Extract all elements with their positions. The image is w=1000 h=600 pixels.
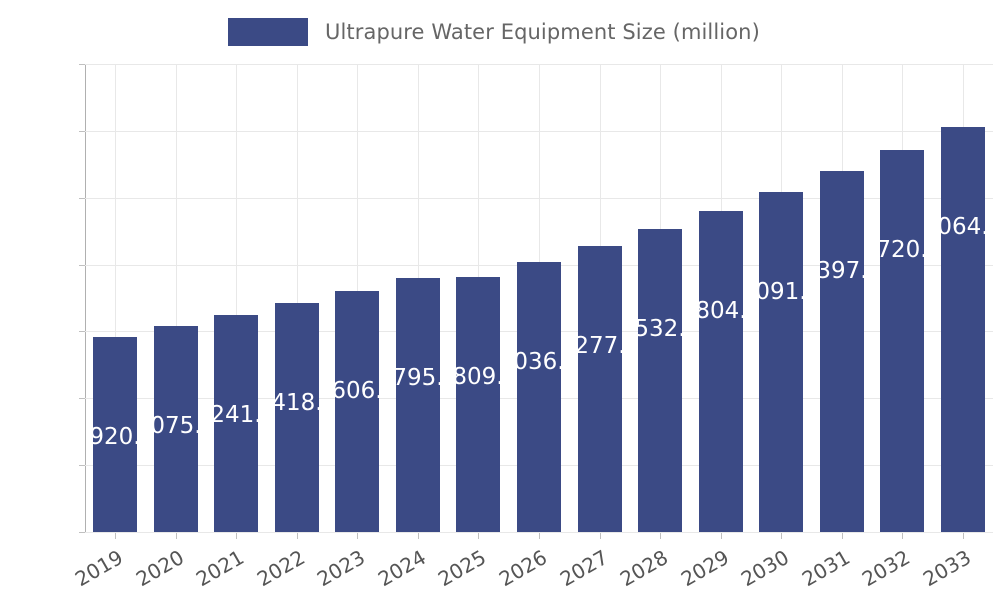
- x-axis-tick-mark: [660, 533, 661, 539]
- x-axis-tick-label: 2028: [615, 545, 673, 592]
- gridline-vertical: [176, 64, 177, 532]
- x-axis-tick-mark: [176, 533, 177, 539]
- bar[interactable]: 4036.5: [517, 262, 561, 532]
- x-axis-tick-mark: [902, 533, 903, 539]
- bar-value-label: 3075.5: [154, 413, 198, 440]
- x-axis-tick-label: 2031: [797, 545, 854, 592]
- x-axis-tick-label: 2019: [71, 545, 128, 592]
- x-axis-tick-label: 2023: [313, 545, 370, 592]
- x-axis-tick-mark: [357, 533, 358, 539]
- x-axis-tick-label: 2030: [737, 545, 794, 592]
- x-axis-tick-mark: [297, 533, 298, 539]
- x-axis-tick-mark: [236, 533, 237, 539]
- bar-value-label: 5397.4: [820, 258, 864, 285]
- chart-legend: Ultrapure Water Equipment Size (million): [228, 14, 760, 50]
- gridline-vertical: [297, 64, 298, 532]
- x-axis-tick-mark: [478, 533, 479, 539]
- bar[interactable]: 5091.3: [759, 191, 803, 532]
- x-axis-tick-label: 2024: [373, 545, 430, 592]
- bar-value-label: 3606.7: [335, 377, 379, 404]
- bar[interactable]: 3809.2: [456, 277, 500, 532]
- x-axis-tick-label: 2032: [858, 545, 915, 592]
- y-axis-tick-mark: [79, 130, 85, 132]
- y-axis-tick-mark: [79, 64, 85, 65]
- x-axis-tick-mark: [781, 533, 782, 539]
- bar-value-label: 3809.2: [456, 364, 500, 391]
- gridline-vertical: [115, 64, 116, 532]
- y-axis-tick-mark: [79, 465, 85, 467]
- y-axis-tick-mark: [79, 264, 85, 266]
- bar[interactable]: 4532.8: [638, 228, 682, 532]
- gridline-vertical: [236, 64, 237, 532]
- x-axis-tick-label: 2022: [252, 545, 309, 592]
- y-axis-tick-mark: [79, 532, 85, 533]
- bar-value-label: 6064.4: [941, 213, 985, 240]
- x-axis-tick-mark: [115, 533, 116, 539]
- bar[interactable]: 5397.4: [820, 171, 864, 532]
- x-axis-tick-label: 2027: [555, 545, 612, 592]
- bar[interactable]: 3606.7: [335, 290, 379, 532]
- x-axis-tick-mark: [842, 533, 843, 539]
- x-axis-tick-label: 2026: [494, 545, 551, 592]
- bar-value-label: 4532.8: [638, 315, 682, 342]
- bar-value-label: 3795.4: [396, 365, 440, 392]
- y-axis-tick-mark: [79, 398, 85, 400]
- bar[interactable]: 4804.4: [699, 210, 743, 532]
- bar-value-label: 3418.3: [275, 390, 319, 417]
- gridline-horizontal: [85, 532, 993, 533]
- x-axis-tick-label: 2020: [131, 545, 188, 592]
- x-axis-tick-label: 2029: [676, 545, 733, 592]
- y-axis-tick-mark: [79, 197, 85, 199]
- x-axis-tick-label: 2025: [434, 545, 491, 592]
- x-axis-tick-mark: [418, 533, 419, 539]
- y-axis-line: [85, 64, 86, 533]
- x-axis-tick-mark: [600, 533, 601, 539]
- x-axis-tick-mark: [539, 533, 540, 539]
- bar-value-label: 5091.3: [759, 278, 803, 305]
- x-axis-tick-mark: [963, 533, 964, 539]
- bar[interactable]: 6064.4: [941, 126, 985, 532]
- bar[interactable]: 3418.3: [275, 303, 319, 532]
- y-axis-tick-mark: [79, 331, 85, 333]
- bar[interactable]: 4277.4: [578, 246, 622, 532]
- bar[interactable]: 3241.4: [214, 315, 258, 532]
- legend-label-ultrapure-water-equipment-size: Ultrapure Water Equipment Size (million): [325, 20, 760, 44]
- x-axis-tick-mark: [721, 533, 722, 539]
- bar[interactable]: 3795.4: [396, 278, 440, 532]
- bar-value-label: 4036.5: [517, 349, 561, 376]
- x-axis-tick-label: 2033: [918, 545, 975, 592]
- x-axis-tick-label: 2021: [192, 545, 249, 592]
- bar-value-label: 5720.3: [880, 236, 924, 263]
- bar[interactable]: 5720.3: [880, 149, 924, 532]
- bar-value-label: 3241.4: [214, 402, 258, 429]
- bar[interactable]: 3075.5: [154, 326, 198, 532]
- bar-value-label: 4804.4: [699, 297, 743, 324]
- legend-swatch-ultrapure-water-equipment-size: [228, 18, 308, 46]
- bar-value-label: 4277.4: [578, 333, 622, 360]
